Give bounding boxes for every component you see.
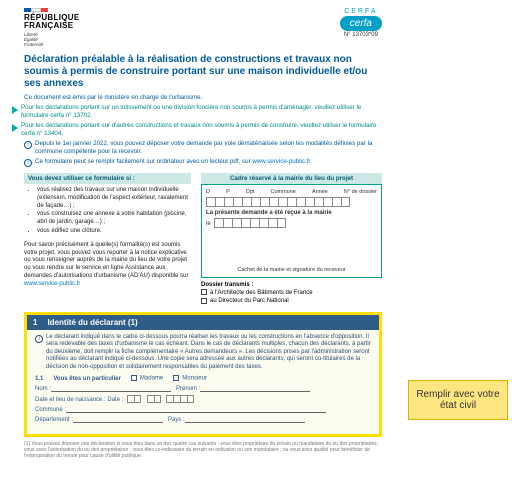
intro-issuer: Ce document est émis par le ministère en… [24,94,382,102]
dossier-number-boxes[interactable] [206,197,377,207]
prenom-field[interactable] [200,385,310,392]
checkbox-monsieur[interactable] [173,375,179,381]
usage-note: Pour savoir précisément à quelle(s) form… [24,242,191,289]
pays-field[interactable] [185,416,305,423]
nom-field[interactable] [51,385,171,392]
cadre-columns: D P Dpt Commune Année N° de dossier [206,189,377,195]
cadre-date: le [206,217,377,231]
checkbox-madame[interactable] [131,375,137,381]
subsection-1-1: 1.1 Vous êtes un particulier Madame Mons… [35,375,371,382]
info-icon: i [35,335,43,343]
two-column-block: Vous devez utiliser ce formulaire si : v… [24,173,382,306]
cerfa-number: N° 13703*09 [340,32,382,38]
checkbox[interactable] [201,298,207,304]
cadre-heading: Cadre réservé à la mairie du lieu du pro… [201,173,382,184]
alt-form-13404: Pour les déclarations portant sur d'autr… [12,122,382,138]
cerfa-label: CERFA [340,8,382,15]
usage-heading: Vous devez utiliser ce formulaire si : [24,173,191,184]
cachet-label: Cachet de la mairie et signature du rece… [206,267,377,273]
rf-logo: RÉPUBLIQUEFRANÇAISE Liberté Égalité Frat… [24,8,114,48]
triangle-icon [12,124,18,132]
dob-month[interactable] [147,395,161,403]
section-1-note: i Le déclarant indiqué dans le cadre ci-… [35,334,371,372]
stamp-space [206,231,377,267]
flag-icon [24,8,48,12]
dob-row: Date et lieu de naissance : Date : [35,395,371,403]
dossier-checklist: à l'Architecte des Bâtiments de France a… [201,289,382,306]
cadre-column: Cadre réservé à la mairie du lieu du pro… [201,173,382,306]
commune-row: Commune : [35,406,371,413]
name-row: Nom : Prénom : [35,385,371,392]
alt-form-13702: Pour les déclarations portant sur un lot… [12,104,382,120]
section-1-highlight: 1 Identité du déclarant (1) i Le déclara… [24,312,382,437]
rf-motto: Liberté Égalité Fraternité [24,33,114,48]
callout-annotation: Remplir avec votre état civil [408,380,508,420]
intro-block: Ce document est émis par le ministère en… [24,94,382,167]
info-pdf: i Ce formulaire peut se remplir facileme… [24,158,382,167]
section-title: Identité du déclarant (1) [47,318,137,327]
dob-year[interactable] [166,395,194,403]
header: RÉPUBLIQUEFRANÇAISE Liberté Égalité Frat… [24,8,382,48]
service-public-link[interactable]: www.service-public.fr [24,281,80,287]
dept-field[interactable] [73,416,163,423]
form-title: Déclaration préalable à la réalisation d… [24,54,382,90]
dossier-transmis-title: Dossier transmis : [201,282,382,288]
cadre-mairie: D P Dpt Commune Année N° de dossier La p… [201,184,382,278]
info-icon: i [24,141,32,149]
cerfa-form-page: RÉPUBLIQUEFRANÇAISE Liberté Égalité Frat… [0,0,398,500]
section-1-bar: 1 Identité du déclarant (1) [27,315,379,330]
section-num: 1 [33,318,37,327]
list-item: vous construisez une annexe à votre habi… [37,211,191,227]
usage-list: vous réalisez des travaux sur une maison… [24,184,191,240]
cerfa-badge: CERFA cerfa N° 13703*09 [340,8,382,38]
usage-column: Vous devez utiliser ce formulaire si : v… [24,173,191,306]
triangle-icon [12,106,18,114]
info-demat: i Depuis le 1er janvier 2022, vous pouve… [24,140,382,156]
list-item: vous réalisez des travaux sur une maison… [37,187,191,210]
section-1-body: i Le déclarant indiqué dans le cadre ci-… [27,330,379,434]
checkbox[interactable] [201,289,207,295]
list-item: vous édifiez une clôture. [37,228,191,236]
cerfa-pill: cerfa [340,16,382,31]
dob-day[interactable] [127,395,141,403]
dept-row: Département : Pays : [35,416,371,423]
commune-field[interactable] [66,406,326,413]
footnote: (1) Vous pouvez déposer une déclaration … [24,441,382,459]
info-icon: i [24,159,32,167]
rf-name: RÉPUBLIQUEFRANÇAISE [24,14,114,31]
cadre-recue: La présente demande a été reçue à la mai… [206,210,377,216]
